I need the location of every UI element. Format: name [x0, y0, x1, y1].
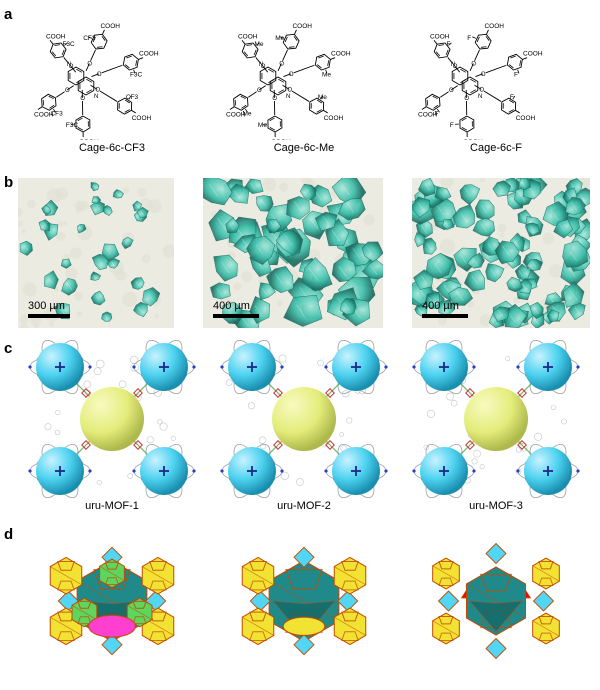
- svg-text:COOH: COOH: [324, 115, 344, 122]
- svg-text:COOH: COOH: [79, 139, 99, 140]
- svg-text:COOH: COOH: [523, 51, 543, 58]
- svg-text:O: O: [261, 64, 266, 70]
- svg-text:F: F: [510, 94, 514, 101]
- svg-text:COOH: COOH: [331, 51, 351, 58]
- svg-text:F: F: [446, 41, 450, 48]
- svg-text:F3C: F3C: [66, 122, 79, 129]
- topology-0: [18, 526, 206, 676]
- svg-text:COOH: COOH: [484, 23, 504, 30]
- topology-drawing-2: [411, 526, 581, 676]
- molecule-1: NNOCOOHMeOCOOHMeOCOOHMeOCOOHMeOCOOHMeOCO…: [210, 6, 398, 154]
- structure-0: uru-MOF-1: [18, 340, 206, 512]
- svg-text:O: O: [471, 62, 476, 68]
- panel-label-a: a: [4, 6, 12, 23]
- molecule-0: NNOCOOHCF3OCOOHF3COCOOHCF3OCOOHF3COCOOHC…: [18, 6, 206, 154]
- molecule-drawing-0: NNOCOOHCF3OCOOHF3COCOOHCF3OCOOHF3COCOOHC…: [22, 6, 202, 140]
- structure-caption-0: uru-MOF-1: [85, 500, 139, 512]
- molecule-caption-1: Cage-6c-Me: [274, 142, 335, 154]
- structure-drawing-0: [21, 340, 203, 498]
- svg-text:O: O: [453, 64, 458, 70]
- micrograph-0: 300 µm: [18, 178, 174, 328]
- svg-text:O: O: [87, 62, 92, 68]
- svg-text:COOH: COOH: [271, 139, 291, 140]
- svg-text:Me: Me: [275, 35, 284, 42]
- svg-text:COOH: COOH: [463, 139, 483, 140]
- svg-text:CF3: CF3: [50, 110, 63, 117]
- svg-text:O: O: [65, 88, 70, 94]
- topology-drawing-0: [27, 526, 197, 676]
- molecule-2: NNOCOOHFOCOOHFOCOOHFOCOOHFOCOOHFOCOOHF C…: [402, 6, 590, 154]
- svg-text:O: O: [279, 62, 284, 68]
- topology-drawing-1: [219, 526, 389, 676]
- svg-text:COOH: COOH: [292, 23, 312, 30]
- svg-text:O: O: [479, 87, 484, 93]
- svg-text:F: F: [434, 110, 438, 117]
- svg-text:N: N: [286, 94, 290, 100]
- row-c: c uru-MOF-1 uru-MOF-2 uru-MOF-3: [18, 340, 590, 522]
- row-d: d: [18, 526, 590, 684]
- svg-text:O: O: [287, 87, 292, 93]
- svg-text:COOH: COOH: [238, 33, 258, 40]
- structure-caption-1: uru-MOF-2: [277, 500, 331, 512]
- topology-2: [402, 526, 590, 676]
- svg-text:COOH: COOH: [139, 51, 159, 58]
- svg-text:O: O: [449, 88, 454, 94]
- molecule-drawing-2: NNOCOOHFOCOOHFOCOOHFOCOOHFOCOOHFOCOOHF: [406, 6, 586, 140]
- structure-drawing-1: [213, 340, 395, 498]
- svg-text:O: O: [481, 72, 486, 78]
- svg-text:F: F: [514, 71, 518, 78]
- svg-text:Me: Me: [254, 41, 263, 48]
- molecule-caption-2: Cage-6c-F: [470, 142, 522, 154]
- svg-text:F3C: F3C: [130, 71, 143, 78]
- scalebar-label-1: 400 µm: [213, 300, 250, 312]
- scalebar-label-0: 300 µm: [28, 300, 65, 312]
- svg-text:Me: Me: [258, 122, 267, 129]
- row-b: b 300 µm 400 µm 400 µm: [18, 174, 590, 332]
- structure-drawing-2: [405, 340, 587, 498]
- figure: a NNOCOOHCF3OCOOHF3COCOOHCF3OCOOHF3COCOO…: [0, 0, 600, 690]
- panel-label-c: c: [4, 340, 12, 357]
- row-a: a NNOCOOHCF3OCOOHF3COCOOHCF3OCOOHF3COCOO…: [18, 6, 590, 168]
- svg-text:COOH: COOH: [516, 115, 536, 122]
- micrograph-1: 400 µm: [203, 178, 383, 328]
- svg-text:COOH: COOH: [430, 33, 450, 40]
- svg-text:F3C: F3C: [62, 41, 75, 48]
- svg-text:O: O: [257, 88, 262, 94]
- micrograph-2: 400 µm: [412, 178, 590, 328]
- svg-text:CF3: CF3: [83, 35, 96, 42]
- svg-text:CF3: CF3: [126, 94, 139, 101]
- svg-text:Me: Me: [318, 94, 327, 101]
- svg-text:O: O: [69, 64, 74, 70]
- scalebar-label-2: 400 µm: [422, 300, 459, 312]
- molecule-drawing-1: NNOCOOHMeOCOOHMeOCOOHMeOCOOHMeOCOOHMeOCO…: [214, 6, 394, 140]
- svg-text:N: N: [478, 94, 482, 100]
- svg-text:COOH: COOH: [46, 33, 66, 40]
- svg-text:COOH: COOH: [100, 23, 120, 30]
- panel-label-d: d: [4, 526, 13, 543]
- topology-1: [210, 526, 398, 676]
- structure-2: uru-MOF-3: [402, 340, 590, 512]
- molecule-caption-0: Cage-6c-CF3: [79, 142, 145, 154]
- svg-text:Me: Me: [242, 110, 251, 117]
- svg-text:COOH: COOH: [132, 115, 152, 122]
- svg-text:F: F: [450, 122, 454, 129]
- svg-text:O: O: [95, 87, 100, 93]
- scalebar-1: [213, 314, 259, 318]
- structure-caption-2: uru-MOF-3: [469, 500, 523, 512]
- svg-text:N: N: [94, 94, 98, 100]
- svg-text:O: O: [97, 72, 102, 78]
- svg-text:Me: Me: [322, 71, 331, 78]
- scalebar-2: [422, 314, 468, 318]
- scalebar-0: [28, 314, 70, 318]
- structure-1: uru-MOF-2: [210, 340, 398, 512]
- svg-text:F: F: [467, 35, 471, 42]
- svg-text:O: O: [289, 72, 294, 78]
- panel-label-b: b: [4, 174, 13, 191]
